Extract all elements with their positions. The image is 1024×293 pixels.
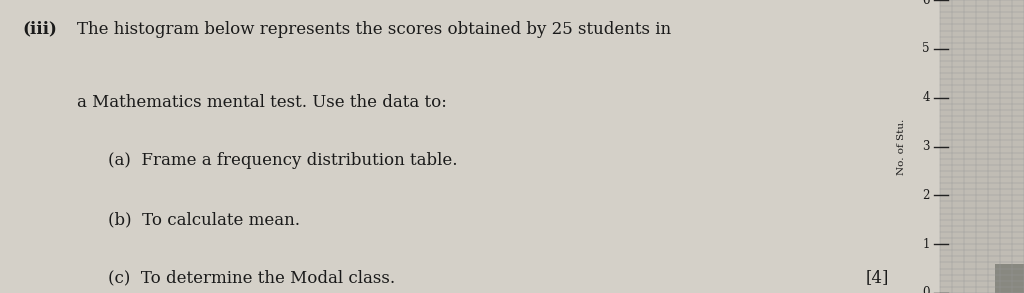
Text: (b)  To calculate mean.: (b) To calculate mean.	[108, 211, 299, 228]
Text: (c)  To determine the Modal class.: (c) To determine the Modal class.	[108, 270, 394, 287]
Text: (iii): (iii)	[23, 21, 57, 38]
Text: No. of Stu.: No. of Stu.	[897, 118, 905, 175]
Text: 2: 2	[923, 189, 930, 202]
Text: The histogram below represents the scores obtained by 25 students in: The histogram below represents the score…	[77, 21, 671, 38]
Bar	[995, 264, 1024, 293]
Text: (a)  Frame a frequency distribution table.: (a) Frame a frequency distribution table…	[108, 152, 457, 169]
Text: 4: 4	[923, 91, 930, 104]
Text: a Mathematics mental test. Use the data to:: a Mathematics mental test. Use the data …	[77, 94, 446, 111]
Text: 6: 6	[923, 0, 930, 6]
Text: 5: 5	[923, 42, 930, 55]
Bar	[940, 0, 1024, 293]
Text: 3: 3	[923, 140, 930, 153]
Text: 0: 0	[923, 287, 930, 293]
Text: [4]: [4]	[865, 270, 889, 287]
Text: 1: 1	[923, 238, 930, 251]
